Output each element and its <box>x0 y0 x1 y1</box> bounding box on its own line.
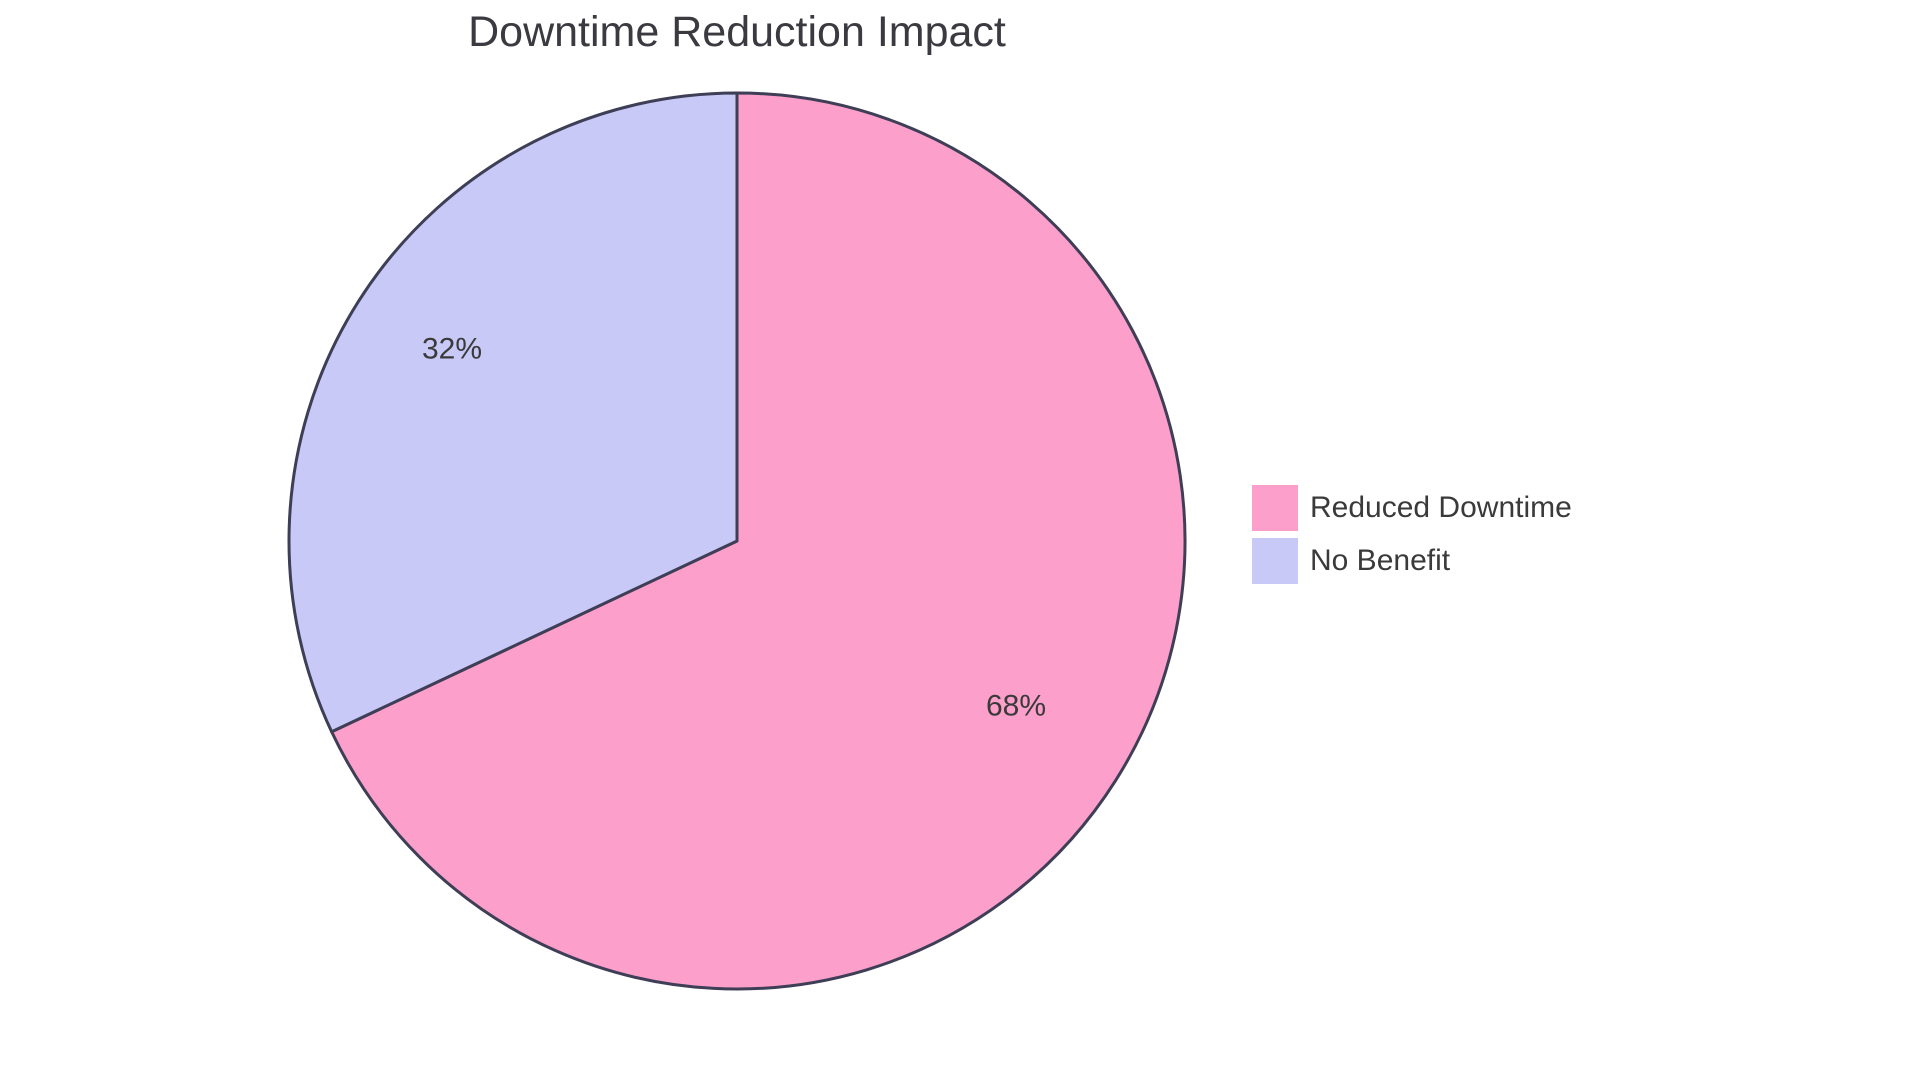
legend-swatch-color <box>1252 538 1298 584</box>
legend-item-no-benefit: No Benefit <box>1252 538 1572 584</box>
pie-slice-no-benefit <box>287 91 739 734</box>
pie-slice-reduced-downtime <box>330 91 1187 991</box>
legend-label-reduced-downtime: Reduced Downtime <box>1310 491 1572 524</box>
legend-item-reduced-downtime: Reduced Downtime <box>1252 485 1572 531</box>
chart-title: Downtime Reduction Impact <box>468 8 1006 56</box>
legend-swatch-color <box>1252 485 1298 531</box>
legend-swatch-no-benefit <box>1252 538 1298 584</box>
legend-label-no-benefit: No Benefit <box>1310 544 1451 577</box>
pie-slice-percentage-reduced-downtime: 68% <box>986 690 1046 723</box>
legend: Reduced Downtime No Benefit <box>1252 485 1572 584</box>
legend-swatch-reduced-downtime <box>1252 485 1298 531</box>
pie-slice-percentage-no-benefit: 32% <box>422 333 482 366</box>
